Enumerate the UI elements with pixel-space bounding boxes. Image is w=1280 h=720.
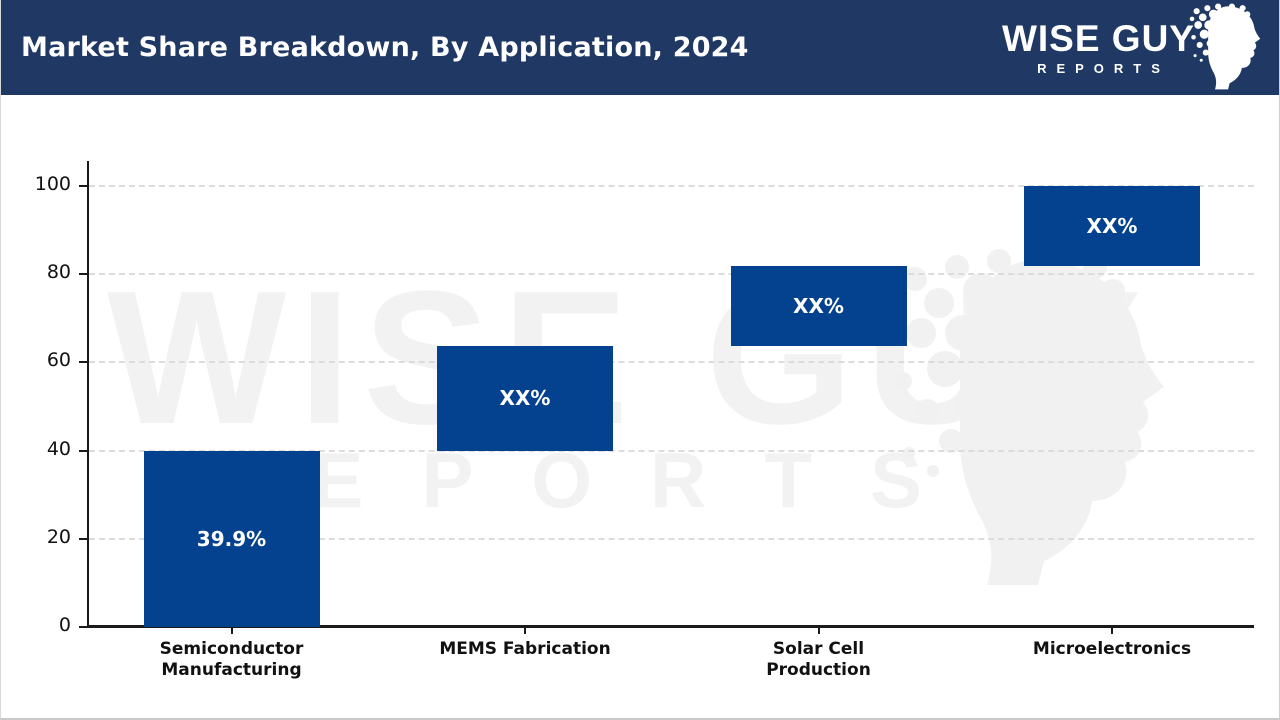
y-axis-line bbox=[87, 161, 89, 628]
y-tick bbox=[79, 626, 89, 628]
logo-subtitle: REPORTS bbox=[1037, 60, 1170, 76]
x-tick bbox=[1111, 628, 1113, 634]
bar-value-label: XX% bbox=[499, 386, 551, 411]
y-gridline bbox=[89, 361, 1254, 364]
y-gridline bbox=[89, 537, 1254, 540]
y-tick-label: 80 bbox=[46, 261, 71, 284]
y-tick-label: 0 bbox=[58, 614, 71, 636]
y-gridline bbox=[89, 273, 1254, 276]
chart-plot-area: WISE GUY REPORTS 0 20 40 60 80 100 39.9% Semico… bbox=[1, 95, 1279, 718]
wiseguy-logo: WISE GUY REPORTS bbox=[1002, 2, 1269, 94]
y-tick bbox=[79, 185, 89, 187]
y-tick-label: 100 bbox=[34, 173, 71, 195]
bar-value-label: XX% bbox=[1086, 214, 1138, 239]
y-tick-label: 60 bbox=[46, 349, 71, 372]
y-tick bbox=[79, 361, 89, 364]
y-tick bbox=[79, 273, 89, 276]
x-category-label: Semiconductor Manufacturing bbox=[159, 639, 304, 681]
y-tick-label: 20 bbox=[46, 525, 71, 548]
x-tick bbox=[524, 628, 526, 634]
x-tick bbox=[230, 628, 233, 634]
y-tick-label: 40 bbox=[46, 437, 71, 460]
header-bar: Market Share Breakdown, By Application, … bbox=[1, 0, 1279, 95]
bar-value-label: 39.9% bbox=[196, 527, 267, 551]
y-gridline bbox=[89, 449, 1254, 452]
x-axis-line bbox=[87, 625, 1254, 628]
bar: XX% bbox=[1024, 186, 1200, 267]
bar-value-label: XX% bbox=[793, 294, 844, 319]
x-category-label: MEMS Fabrication bbox=[439, 639, 611, 659]
x-category-label: Solar Cell Production bbox=[766, 639, 871, 681]
page-title: Market Share Breakdown, By Application, … bbox=[21, 32, 749, 63]
logo-name: WISE GUY bbox=[1001, 17, 1195, 59]
x-category-label: Microelectronics bbox=[1032, 639, 1192, 659]
watermark-head-icon bbox=[861, 223, 1191, 623]
bar: XX% bbox=[730, 266, 907, 347]
y-tick bbox=[79, 537, 89, 540]
x-tick bbox=[817, 628, 820, 634]
logo-text: WISE GUY REPORTS bbox=[1002, 20, 1195, 76]
y-tick bbox=[79, 449, 89, 452]
bar: XX% bbox=[437, 346, 613, 451]
bar: 39.9% bbox=[143, 451, 320, 627]
y-gridline bbox=[89, 185, 1254, 187]
